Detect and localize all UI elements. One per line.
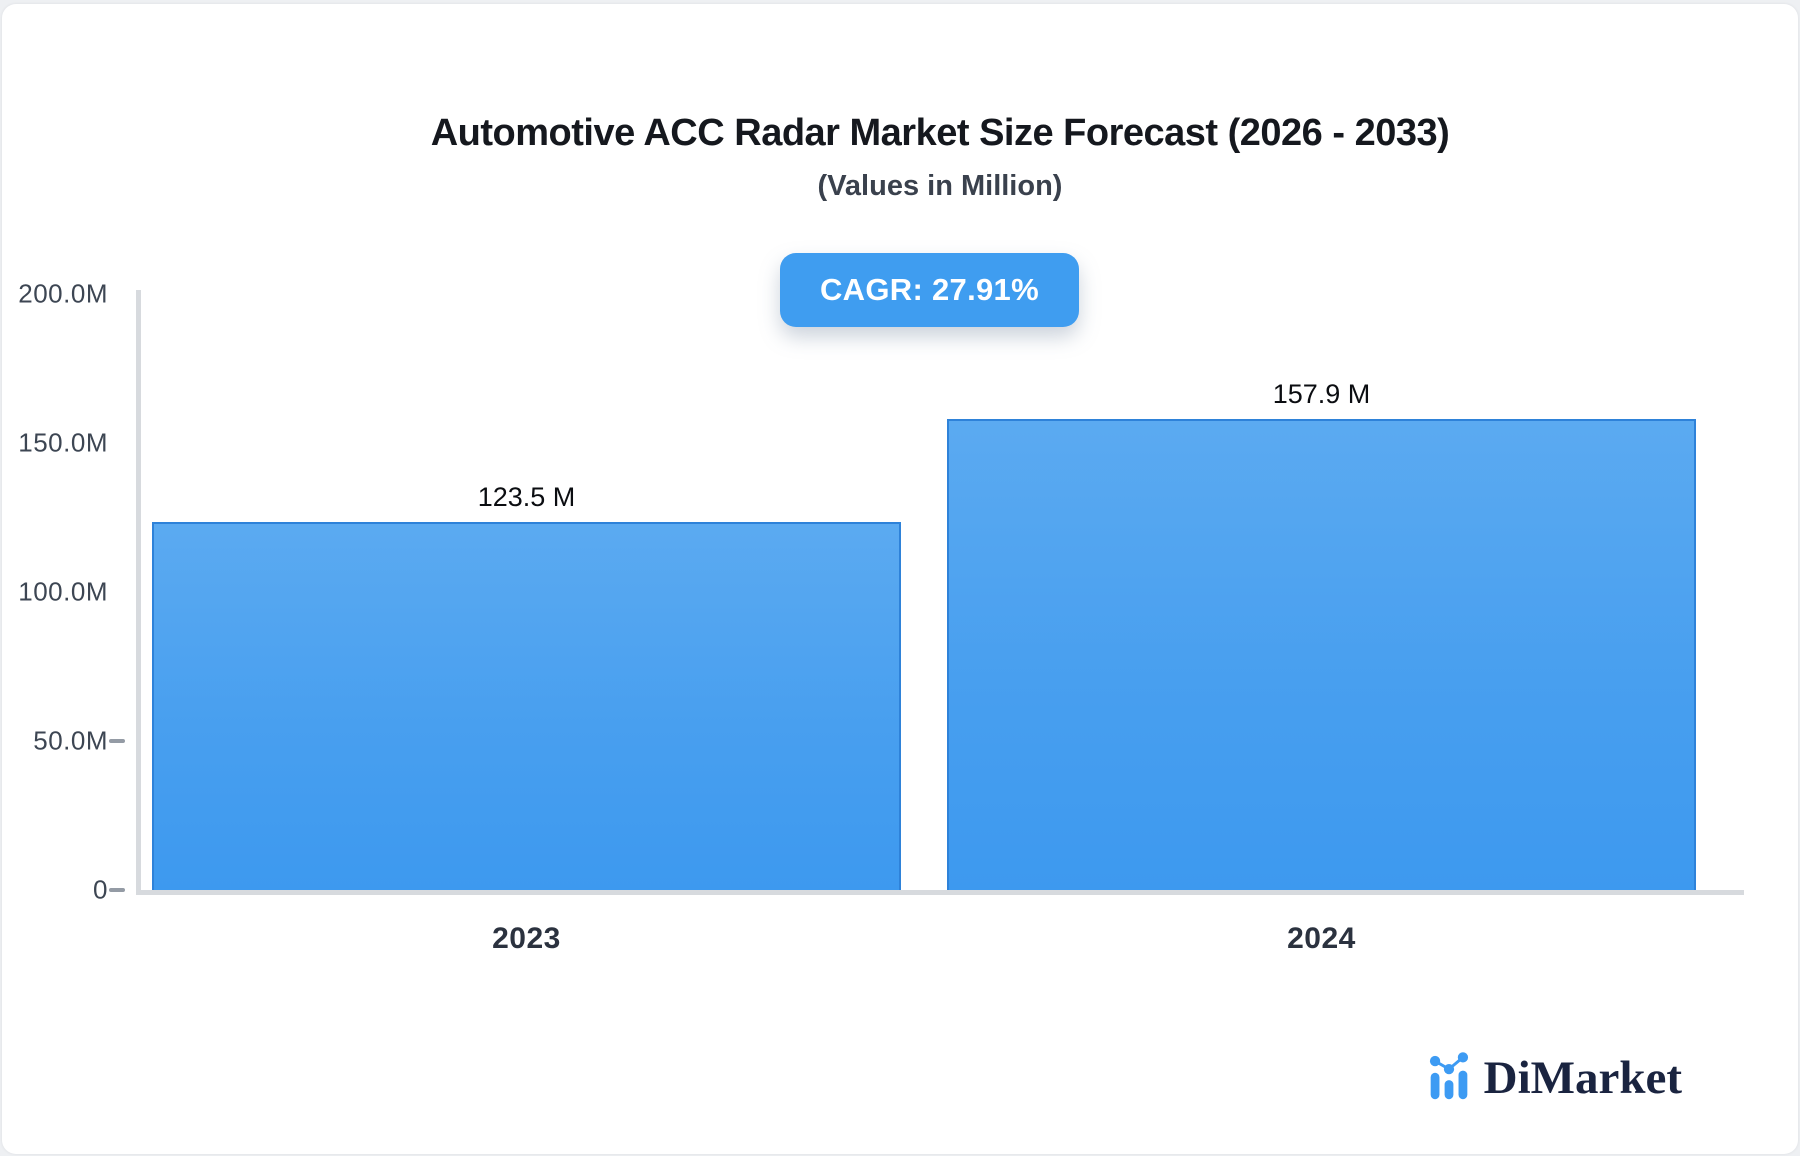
chart-title: Automotive ACC Radar Market Size Forecas… xyxy=(430,112,1450,154)
y-tick-label: 50.0M xyxy=(33,725,108,756)
x-category-label: 2023 xyxy=(492,922,561,955)
bar-value-label: 157.9 M xyxy=(1272,379,1371,410)
bar-group-2024: 157.9 M 2024 xyxy=(947,294,1696,955)
y-axis-line xyxy=(136,290,141,895)
y-tick-label: 0 xyxy=(93,874,108,905)
x-axis-line xyxy=(136,890,1744,895)
dimarket-logo: DiMarket xyxy=(1427,1048,1682,1102)
bar-value-label: 123.5 M xyxy=(477,481,576,512)
chart-card: Automotive ACC Radar Market Size Forecas… xyxy=(2,4,1798,1154)
bar-2024[interactable] xyxy=(947,419,1696,890)
x-category-label: 2024 xyxy=(1287,922,1356,955)
plot-area: 123.5 M 2023 157.9 M 2024 xyxy=(141,294,1744,955)
y-tick-label: 200.0M xyxy=(18,278,108,309)
cagr-badge: CAGR: 27.91% xyxy=(780,253,1079,327)
y-tick-label: 150.0M xyxy=(18,427,108,458)
bar-2023[interactable] xyxy=(152,521,901,890)
bar-chart-logo-icon xyxy=(1429,1052,1468,1100)
y-tick-mark xyxy=(109,739,125,743)
y-tick-label: 100.0M xyxy=(18,576,108,607)
chart-subtitle: (Values in Million) xyxy=(817,170,1063,202)
y-tick-mark xyxy=(109,888,125,892)
y-axis-labels: 200.0M 150.0M 100.0M 50.0M 0 xyxy=(2,279,108,905)
bar-group-2023: 123.5 M 2023 xyxy=(152,294,901,955)
logo-text: DiMarket xyxy=(1483,1052,1682,1104)
